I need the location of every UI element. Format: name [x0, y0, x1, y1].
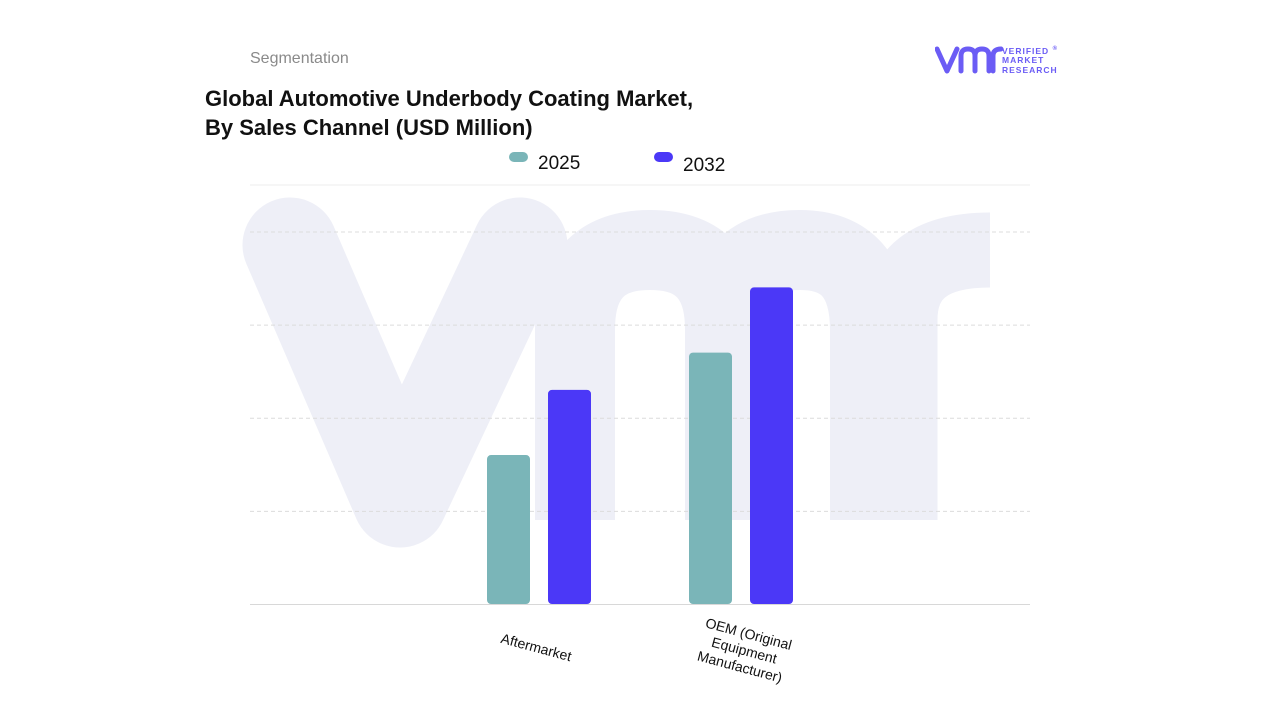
legend-swatch-2025 [509, 152, 528, 162]
chart-title-line-2: By Sales Channel (USD Million) [205, 115, 533, 140]
brand-logo-icon [935, 46, 1004, 74]
chart-title-line-1: Global Automotive Underbody Coating Mark… [205, 86, 694, 111]
brand-wordmark: VERIFIED ® MARKET RESEARCH [1002, 45, 1058, 75]
watermark-logo [242, 197, 992, 548]
section-label: Segmentation [250, 50, 349, 67]
chart-legend: 2025 2032 [0, 150, 1280, 180]
chart-grid [250, 184, 1030, 605]
chart-title: Global Automotive Underbody Coating Mark… [205, 84, 693, 142]
x-tick-label-aftermarket: Aftermarket [499, 630, 573, 664]
bar-2032-oem [750, 287, 793, 604]
brand-line-1: VERIFIED ® [1002, 45, 1058, 56]
bar-2032-aftermarket [548, 389, 591, 604]
brand-line-3: RESEARCH [1002, 64, 1058, 75]
bar-2025-oem [689, 352, 732, 604]
x-axis-labels: Aftermarket OEM (OriginalEquipmentManufac… [499, 615, 793, 686]
x-tick-label-oem: OEM (OriginalEquipmentManufacturer) [695, 615, 794, 686]
brand-line-2: MARKET [1002, 55, 1045, 66]
chart-bars [487, 287, 793, 604]
legend-label-2025: 2025 [538, 153, 581, 174]
bar-2025-aftermarket [487, 455, 530, 604]
legend-swatch-2032 [654, 152, 673, 162]
legend-label-2032: 2032 [683, 155, 726, 176]
